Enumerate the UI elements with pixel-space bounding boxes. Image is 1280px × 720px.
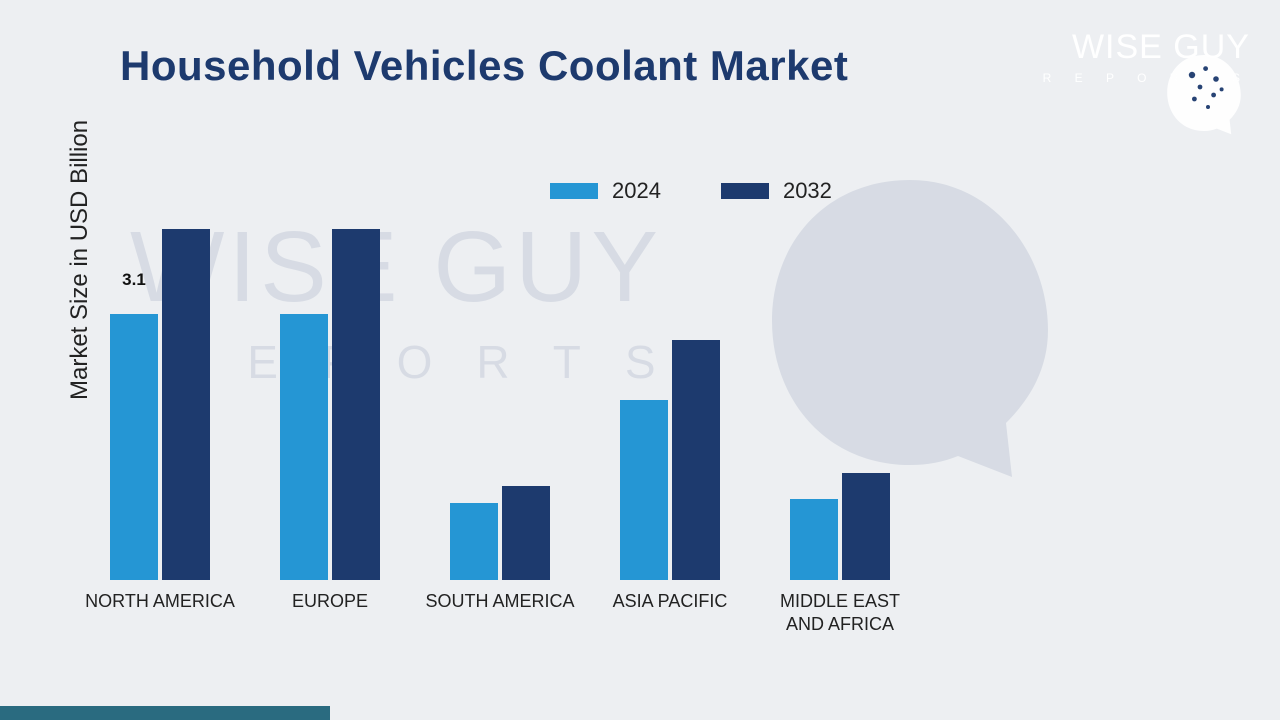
legend-item: 2024: [550, 178, 661, 204]
bar: [620, 400, 668, 580]
legend-item: 2032: [721, 178, 832, 204]
legend-swatch: [550, 183, 598, 199]
category-label: SOUTH AMERICA: [425, 580, 575, 613]
category-label: EUROPE: [255, 580, 405, 613]
legend: 2024 2032: [550, 178, 832, 204]
legend-swatch: [721, 183, 769, 199]
y-axis-label: Market Size in USD Billion: [66, 120, 94, 400]
legend-label: 2032: [783, 178, 832, 204]
bar: [450, 503, 498, 580]
bar: [280, 314, 328, 580]
category-label: NORTH AMERICA: [85, 580, 235, 613]
bar: [672, 340, 720, 580]
bar: [790, 499, 838, 580]
value-label: 3.1: [122, 270, 146, 290]
legend-label: 2024: [612, 178, 661, 204]
bar: [332, 229, 380, 580]
bar: [162, 229, 210, 580]
bottom-accent-bar: [0, 706, 330, 720]
bar: [110, 314, 158, 580]
category-label: MIDDLE EAST AND AFRICA: [765, 580, 915, 637]
bar: [842, 473, 890, 580]
bar: [502, 486, 550, 580]
plot-area: NORTH AMERICAEUROPESOUTH AMERICAASIA PAC…: [110, 220, 950, 580]
chart-stage: WISE GUY REPORTS Household Vehicles Cool…: [0, 0, 1280, 720]
brand-logo: WISE GUY R E P O R T S: [1043, 28, 1250, 85]
category-label: ASIA PACIFIC: [595, 580, 745, 613]
chart-title: Household Vehicles Coolant Market: [120, 42, 848, 90]
brand-head-icon: [1164, 50, 1244, 140]
